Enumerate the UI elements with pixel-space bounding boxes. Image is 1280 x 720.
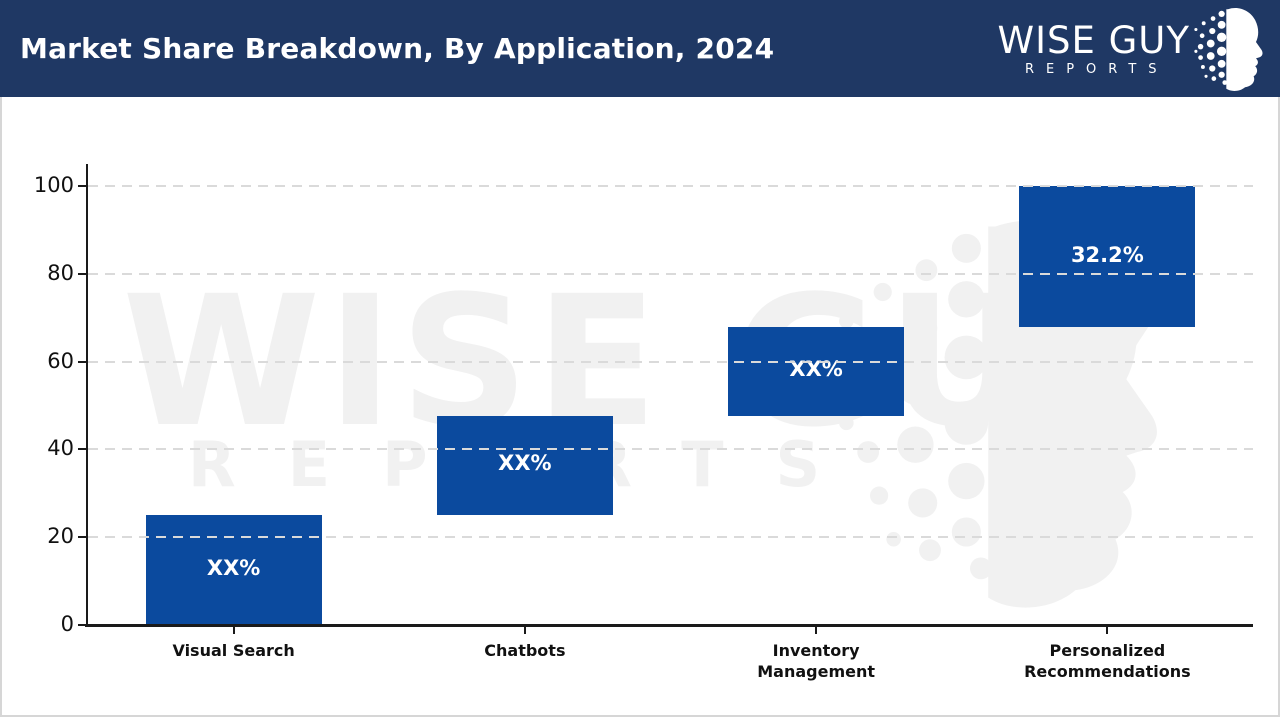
y-tick-label: 100 — [33, 173, 74, 197]
y-tick-mark — [78, 536, 86, 539]
page-title: Market Share Breakdown, By Application, … — [20, 32, 775, 65]
category-tick-mark — [1106, 627, 1109, 634]
y-tick-label: 40 — [47, 436, 74, 461]
bar-value-label: XX% — [498, 451, 552, 476]
grid-line — [88, 272, 1253, 275]
category-tick-mark — [232, 627, 235, 634]
y-tick-mark — [78, 272, 86, 275]
grid-line — [88, 360, 1253, 363]
bar — [145, 514, 322, 625]
bar — [436, 415, 613, 515]
category-tick-mark — [815, 627, 818, 634]
y-tick-mark — [78, 624, 86, 626]
x-category-label: Visual Search — [172, 641, 295, 660]
brand-subtext: REPORTS — [1024, 62, 1169, 78]
x-category-label: Personalized Recommendations — [1024, 641, 1191, 681]
grid-line — [88, 448, 1253, 451]
y-tick-label: 20 — [47, 524, 74, 549]
bar-value-label: 32.2% — [1070, 242, 1144, 267]
y-tick-label: 0 — [60, 612, 74, 636]
bar — [1019, 186, 1196, 328]
y-tick-label: 80 — [47, 260, 74, 285]
x-axis-line — [85, 624, 1253, 627]
y-tick-mark — [78, 360, 86, 363]
x-category-label: Chatbots — [484, 641, 566, 660]
y-tick-mark — [78, 448, 86, 451]
grid-line — [88, 185, 1253, 187]
brand-wordmark: WISE GUY — [997, 18, 1190, 62]
category-tick-mark — [523, 627, 526, 634]
y-axis-line — [86, 164, 88, 627]
brand-logo-text: WISE GUY REPORTS — [997, 18, 1190, 78]
header-bar: Market Share Breakdown, By Application, … — [0, 0, 1280, 97]
y-tick-label: 60 — [47, 348, 74, 373]
grid-line — [88, 536, 1253, 539]
dotted-head-icon — [1194, 7, 1263, 91]
bar — [728, 327, 905, 416]
y-tick-mark — [78, 185, 86, 187]
bar-value-label: XX% — [206, 555, 261, 580]
x-category-label: Inventory Management — [757, 641, 876, 681]
brand-logo: WISE GUY REPORTS — [998, 6, 1270, 92]
